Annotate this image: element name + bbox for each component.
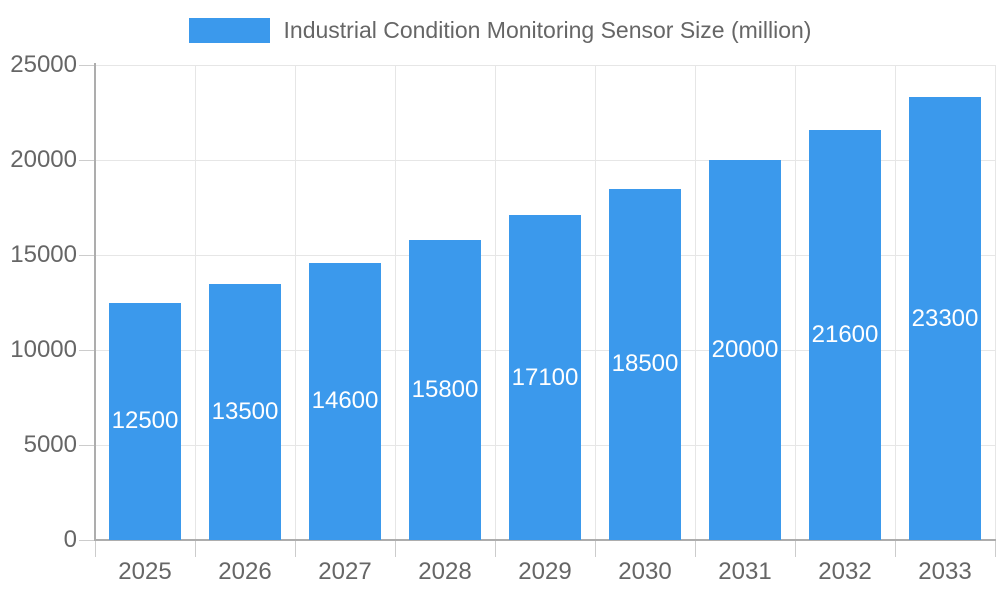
x-axis-tick-label: 2028 [418,558,472,585]
y-axis-tick-label: 20000 [10,146,77,173]
v-gridline [594,65,596,540]
bar-value-label: 14600 [311,387,379,415]
y-axis-tick [79,159,95,161]
bar-value-label: 13500 [211,397,279,425]
x-axis-tick [894,541,896,557]
y-axis-tick [79,64,95,66]
bar[interactable] [209,283,281,540]
v-gridline [794,65,796,540]
x-axis-tick [594,541,596,557]
bar-value-label: 21600 [811,320,879,348]
x-axis-tick-label: 2029 [518,558,572,585]
y-axis-tick [79,444,95,446]
x-axis-tick-label: 2031 [718,558,772,585]
y-axis-tick-label: 15000 [10,241,77,268]
y-axis-tick [79,349,95,351]
y-axis-line [94,63,96,540]
x-axis-tick [294,541,296,557]
bar[interactable] [309,262,381,540]
bar[interactable] [509,215,581,540]
legend-label[interactable]: Industrial Condition Monitoring Sensor S… [283,17,812,43]
x-axis-tick [794,541,796,557]
bar-value-label: 23300 [911,304,979,332]
y-axis-tick-label: 5000 [23,431,77,458]
bar[interactable] [409,239,481,540]
x-axis-tick-label: 2030 [618,558,672,585]
x-axis-tick [994,541,996,557]
legend[interactable]: Industrial Condition Monitoring Sensor S… [0,17,1000,44]
bar[interactable] [609,188,681,540]
v-gridline [894,65,896,540]
x-axis-tick [94,541,96,557]
v-gridline [294,65,296,540]
bar-value-label: 17100 [511,363,579,391]
x-axis-tick-label: 2027 [318,558,372,585]
y-axis-tick-label: 25000 [10,51,77,78]
h-gridline [95,64,995,66]
bar-value-label: 15800 [411,375,479,403]
v-gridline [994,65,996,540]
bar-value-label: 12500 [111,407,179,435]
v-gridline [394,65,396,540]
v-gridline [194,65,196,540]
x-axis-line [94,539,996,541]
x-axis-tick-label: 2026 [218,558,272,585]
x-axis-tick-label: 2033 [918,558,972,585]
y-axis-tick-label: 10000 [10,336,77,363]
bar-value-label: 20000 [711,336,779,363]
v-gridline [694,65,696,540]
bar[interactable] [909,97,981,540]
x-axis-tick-label: 2025 [118,558,172,585]
h-gridline [95,159,995,161]
bar[interactable] [809,129,881,540]
v-gridline [494,65,496,540]
x-axis-tick [394,541,396,557]
y-axis-tick [79,539,95,541]
legend-swatch[interactable] [188,18,270,43]
bar[interactable] [709,160,781,540]
x-axis-tick-label: 2032 [818,558,872,585]
x-axis-tick [694,541,696,557]
x-axis-tick [194,541,196,557]
bar[interactable] [109,302,181,540]
y-axis-tick [79,254,95,256]
bar-value-label: 18500 [611,350,679,378]
x-axis-tick [494,541,496,557]
y-axis-tick-label: 0 [63,526,77,553]
